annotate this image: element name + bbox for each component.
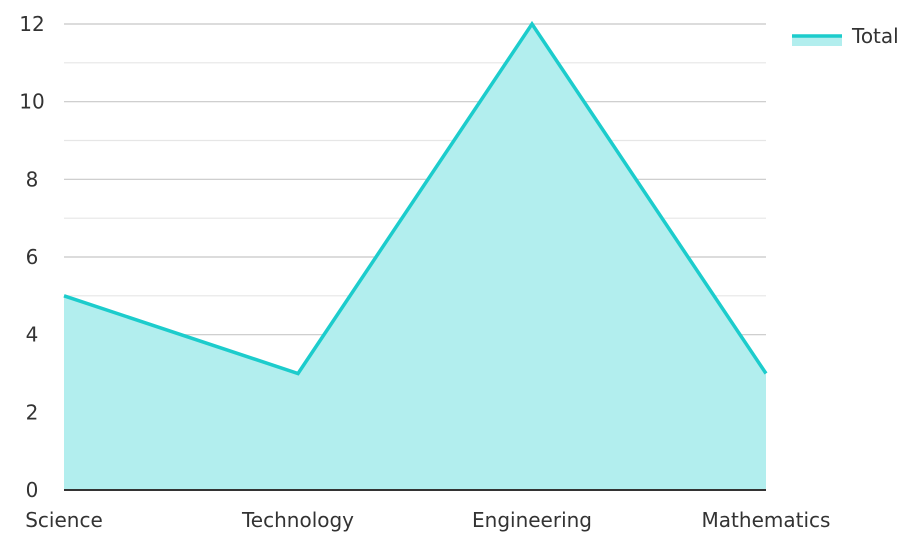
x-tick-label-engineering: Engineering bbox=[472, 508, 592, 532]
y-tick-label: 8 bbox=[26, 167, 39, 191]
y-axis-ticks: 0 2 4 6 8 10 12 bbox=[19, 12, 44, 502]
legend[interactable]: Total bbox=[792, 24, 899, 48]
y-tick-label: 6 bbox=[26, 245, 39, 269]
legend-swatch-fill bbox=[792, 36, 842, 46]
y-tick-label: 4 bbox=[26, 323, 39, 347]
y-tick-label: 10 bbox=[19, 90, 44, 114]
x-tick-label-science: Science bbox=[25, 508, 103, 532]
series-line-total bbox=[63, 20, 768, 376]
y-tick-label: 12 bbox=[19, 12, 44, 36]
x-axis-ticks: Science Technology Engineering Mathematics bbox=[25, 508, 830, 532]
legend-label-total: Total bbox=[851, 24, 899, 48]
y-tick-label: 0 bbox=[26, 478, 39, 502]
area-fill-total bbox=[64, 24, 766, 490]
x-tick-label-mathematics: Mathematics bbox=[702, 508, 831, 532]
y-tick-label: 2 bbox=[26, 400, 39, 424]
x-tick-label-technology: Technology bbox=[241, 508, 354, 532]
